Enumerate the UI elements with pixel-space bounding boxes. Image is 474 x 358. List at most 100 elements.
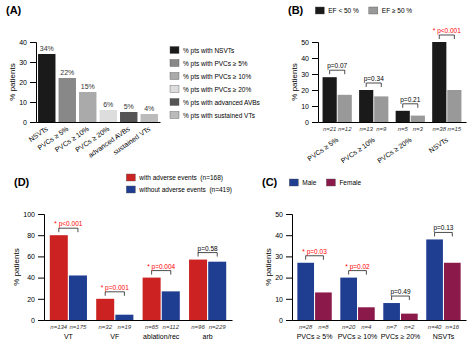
tick-mark (286, 299, 292, 300)
y-axis: 01020304050 (301, 39, 318, 126)
x-tick: VT (64, 320, 74, 340)
legend-item: % pts with advanced AVBs (170, 99, 261, 107)
tick-mark (38, 320, 44, 321)
legend-swatch (170, 86, 179, 93)
legend-label: % pts with NSVTs (183, 47, 235, 55)
bar (38, 54, 55, 122)
legend-label: % pts with sustained VTs (183, 112, 256, 120)
n-label: n=3 (413, 126, 424, 132)
tick-mark (286, 214, 292, 215)
p-value: p=0.58 (198, 245, 218, 253)
n-label: n=15 (448, 126, 462, 132)
bar (297, 263, 314, 320)
tick-label: PVCs ≥ 5% (306, 136, 339, 162)
plot-area (297, 239, 460, 320)
tick-mark (30, 42, 36, 43)
y-axis: 020406080100 (23, 211, 44, 324)
legend-item: Female (326, 179, 361, 186)
legend-label: EF < 50 % (328, 7, 359, 14)
bar (96, 299, 114, 320)
tick-mark (312, 90, 318, 91)
legend-item: % pts with NSVTs (170, 47, 235, 55)
bar (396, 111, 410, 122)
y-tick: 0 (23, 119, 36, 126)
y-axis: 010203040 (19, 39, 36, 126)
panel: n=134n=32n=65n=96n=175n=19n=112n=229* p<… (12, 174, 233, 340)
bar (338, 95, 352, 122)
y-tick: 60 (27, 253, 44, 260)
bracket (306, 256, 324, 260)
legend-swatch (170, 73, 179, 80)
y-tick: 100 (23, 211, 44, 218)
legend-label: % pts with PVCs ≥ 20% (183, 86, 251, 94)
n-label: n=2 (404, 324, 415, 330)
p-value: * p<0.001 (54, 220, 82, 228)
n-label: n=12 (338, 126, 352, 132)
bar (411, 116, 425, 122)
tick-label: sustained VTs (112, 125, 152, 156)
panel-title: (B) (288, 4, 304, 16)
bar (59, 78, 76, 122)
tick-label: 30 (275, 253, 283, 260)
tick-mark (30, 62, 36, 63)
legend-label: without adverse events (n=419) (138, 186, 232, 194)
bar (189, 260, 207, 320)
x-axis: NSVTsPVCs ≥ 5%PVCs ≥ 10%PVCs ≥ 20%advanc… (27, 122, 160, 159)
legend-label: with adverse events (n=168) (138, 174, 223, 182)
y-tick: 20 (27, 296, 44, 303)
y-tick: 0 (279, 317, 292, 324)
bracket (439, 35, 454, 39)
legend-label: % pts with advanced AVBs (183, 99, 261, 107)
legend-swatch (170, 99, 179, 106)
tick-mark (38, 299, 44, 300)
n-label: n=4 (361, 324, 372, 330)
y-tick: 40 (27, 274, 44, 281)
tick-mark (312, 122, 318, 123)
tick-label: 10 (275, 296, 283, 303)
tick-label: 30 (19, 59, 27, 66)
tick-label: 0 (279, 317, 283, 324)
p-value: p=0.34 (364, 75, 384, 83)
bar (340, 278, 357, 320)
n-label: n=175 (70, 324, 88, 330)
y-axis-title: % patients (264, 248, 273, 285)
bar (162, 291, 180, 320)
y-tick: 10 (275, 296, 292, 303)
legend-swatch (170, 47, 179, 54)
bar (401, 314, 418, 320)
tick-label: 0 (305, 119, 309, 126)
tick-mark (286, 278, 292, 279)
legend-item: Male (289, 179, 316, 186)
n-label: n=40 (428, 324, 442, 330)
bar (69, 275, 87, 320)
axis-line (45, 320, 233, 321)
data-label: 5% (124, 103, 134, 110)
n-label: n=65 (145, 324, 159, 330)
legend-item: % pts with sustained VTs (170, 112, 256, 120)
tick-label: arb (203, 333, 213, 340)
y-axis-title: % patients (12, 248, 21, 285)
annotations-layer: n=21n=13n=5n=38n=12n=9n=3n=15p=0.07p=0.3… (323, 27, 462, 132)
p-value: * p=0.03 (302, 248, 327, 256)
legend-swatch (315, 7, 324, 14)
tick-label: 10 (301, 103, 309, 110)
bar (50, 235, 68, 320)
x-tick: PVCs ≥ 20% (376, 122, 412, 164)
bar (323, 77, 337, 122)
legend-swatch (126, 174, 135, 181)
panel-title: (D) (14, 176, 30, 188)
annotations-layer: n=28n=20n=7n=40n=8n=4n=2n=16* p=0.03* p=… (299, 224, 460, 330)
tick-label: PVCs ≥ 10% (340, 136, 376, 164)
legend-label: Male (302, 179, 316, 186)
y-tick: 30 (19, 59, 36, 66)
axis-line (37, 122, 161, 123)
bracket (366, 83, 381, 87)
bar (115, 315, 133, 320)
x-tick: PVCs ≥ 10% (340, 122, 376, 164)
y-tick: 30 (275, 253, 292, 260)
y-tick: 40 (275, 232, 292, 239)
tick-label: VT (64, 333, 74, 340)
p-value: p=0.21 (400, 96, 420, 104)
bar (444, 263, 461, 320)
tick-label: 40 (19, 39, 27, 46)
